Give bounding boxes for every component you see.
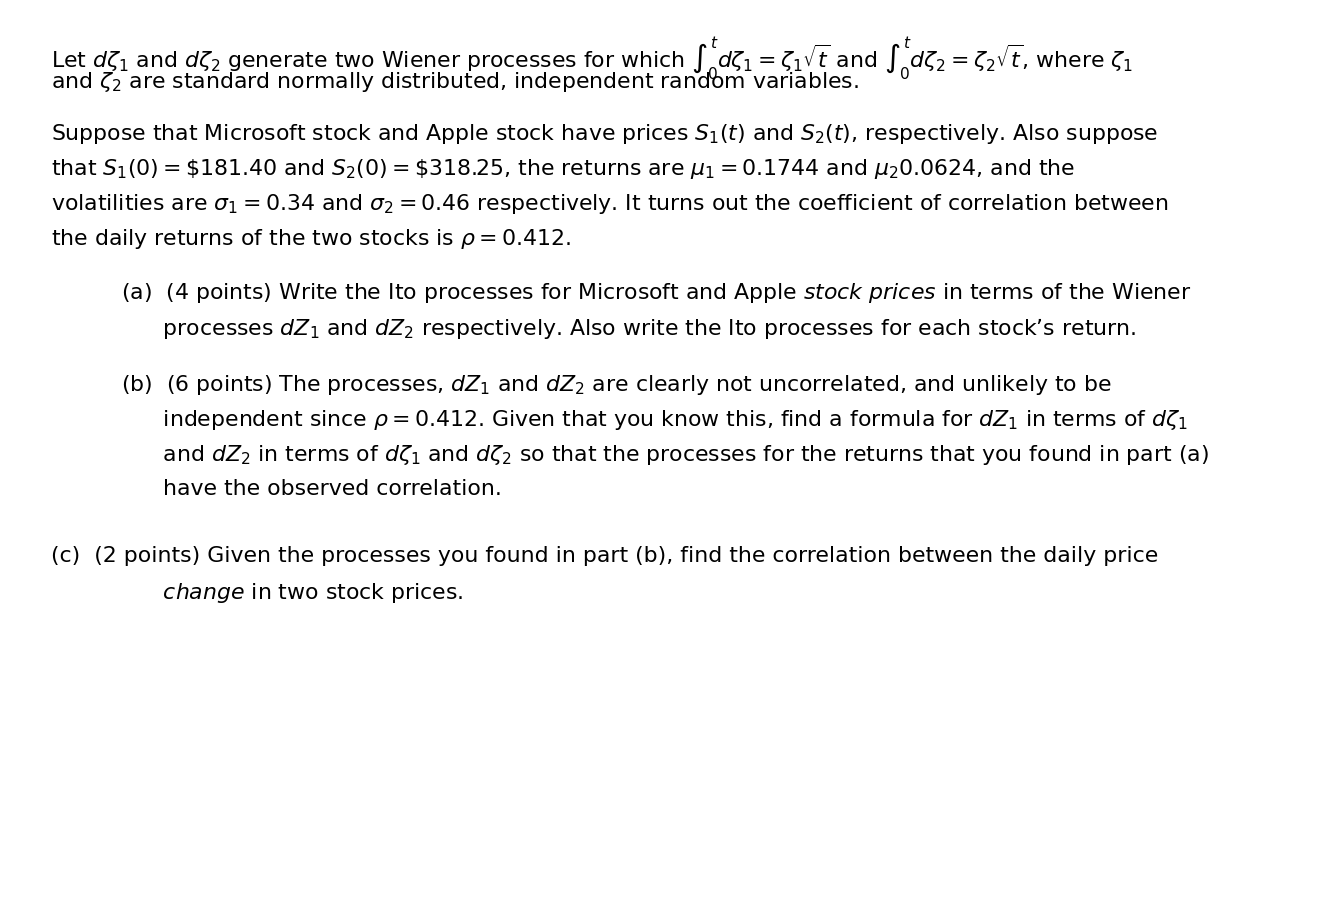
Text: independent since $\rho = 0.412$. Given that you know this, find a formula for $: independent since $\rho = 0.412$. Given … (121, 408, 1187, 432)
Text: have the observed correlation.: have the observed correlation. (121, 479, 501, 499)
Text: that $S_1(0) = \$181.40$ and $S_2(0) = \$318.25$, the returns are $\mu_1 = 0.174: that $S_1(0) = \$181.40$ and $S_2(0) = \… (51, 157, 1075, 181)
Text: and $dZ_2$ in terms of $d\zeta_1$ and $d\zeta_2$ so that the processes for the r: and $dZ_2$ in terms of $d\zeta_1$ and $d… (121, 443, 1209, 467)
Text: and $\zeta_2$ are standard normally distributed, independent random variables.: and $\zeta_2$ are standard normally dist… (51, 70, 859, 94)
Text: $\mathbf{\mathit{change}}$ in two stock prices.: $\mathbf{\mathit{change}}$ in two stock … (121, 581, 462, 605)
Text: the daily returns of the two stocks is $\rho = 0.412$.: the daily returns of the two stocks is $… (51, 227, 571, 251)
Text: volatilities are $\sigma_1 = 0.34$ and $\sigma_2 = 0.46$ respectively. It turns : volatilities are $\sigma_1 = 0.34$ and $… (51, 192, 1168, 216)
Text: Suppose that Microsoft stock and Apple stock have prices $S_1(t)$ and $S_2(t)$, : Suppose that Microsoft stock and Apple s… (51, 122, 1158, 146)
Text: processes $dZ_1$ and $dZ_2$ respectively. Also write the Ito processes for each : processes $dZ_1$ and $dZ_2$ respectively… (121, 316, 1136, 341)
Text: (b)  (6 points) The processes, $dZ_1$ and $dZ_2$ are clearly not uncorrelated, a: (b) (6 points) The processes, $dZ_1$ and… (121, 373, 1111, 397)
Text: (a)  (4 points) Write the Ito processes for Microsoft and Apple $\mathbf{\mathit: (a) (4 points) Write the Ito processes f… (121, 281, 1191, 305)
Text: (c)  (2 points) Given the processes you found in part (b), find the correlation : (c) (2 points) Given the processes you f… (51, 546, 1158, 566)
Text: Let $d\zeta_1$ and $d\zeta_2$ generate two Wiener processes for which $\int_0^t : Let $d\zeta_1$ and $d\zeta_2$ generate t… (51, 35, 1132, 83)
